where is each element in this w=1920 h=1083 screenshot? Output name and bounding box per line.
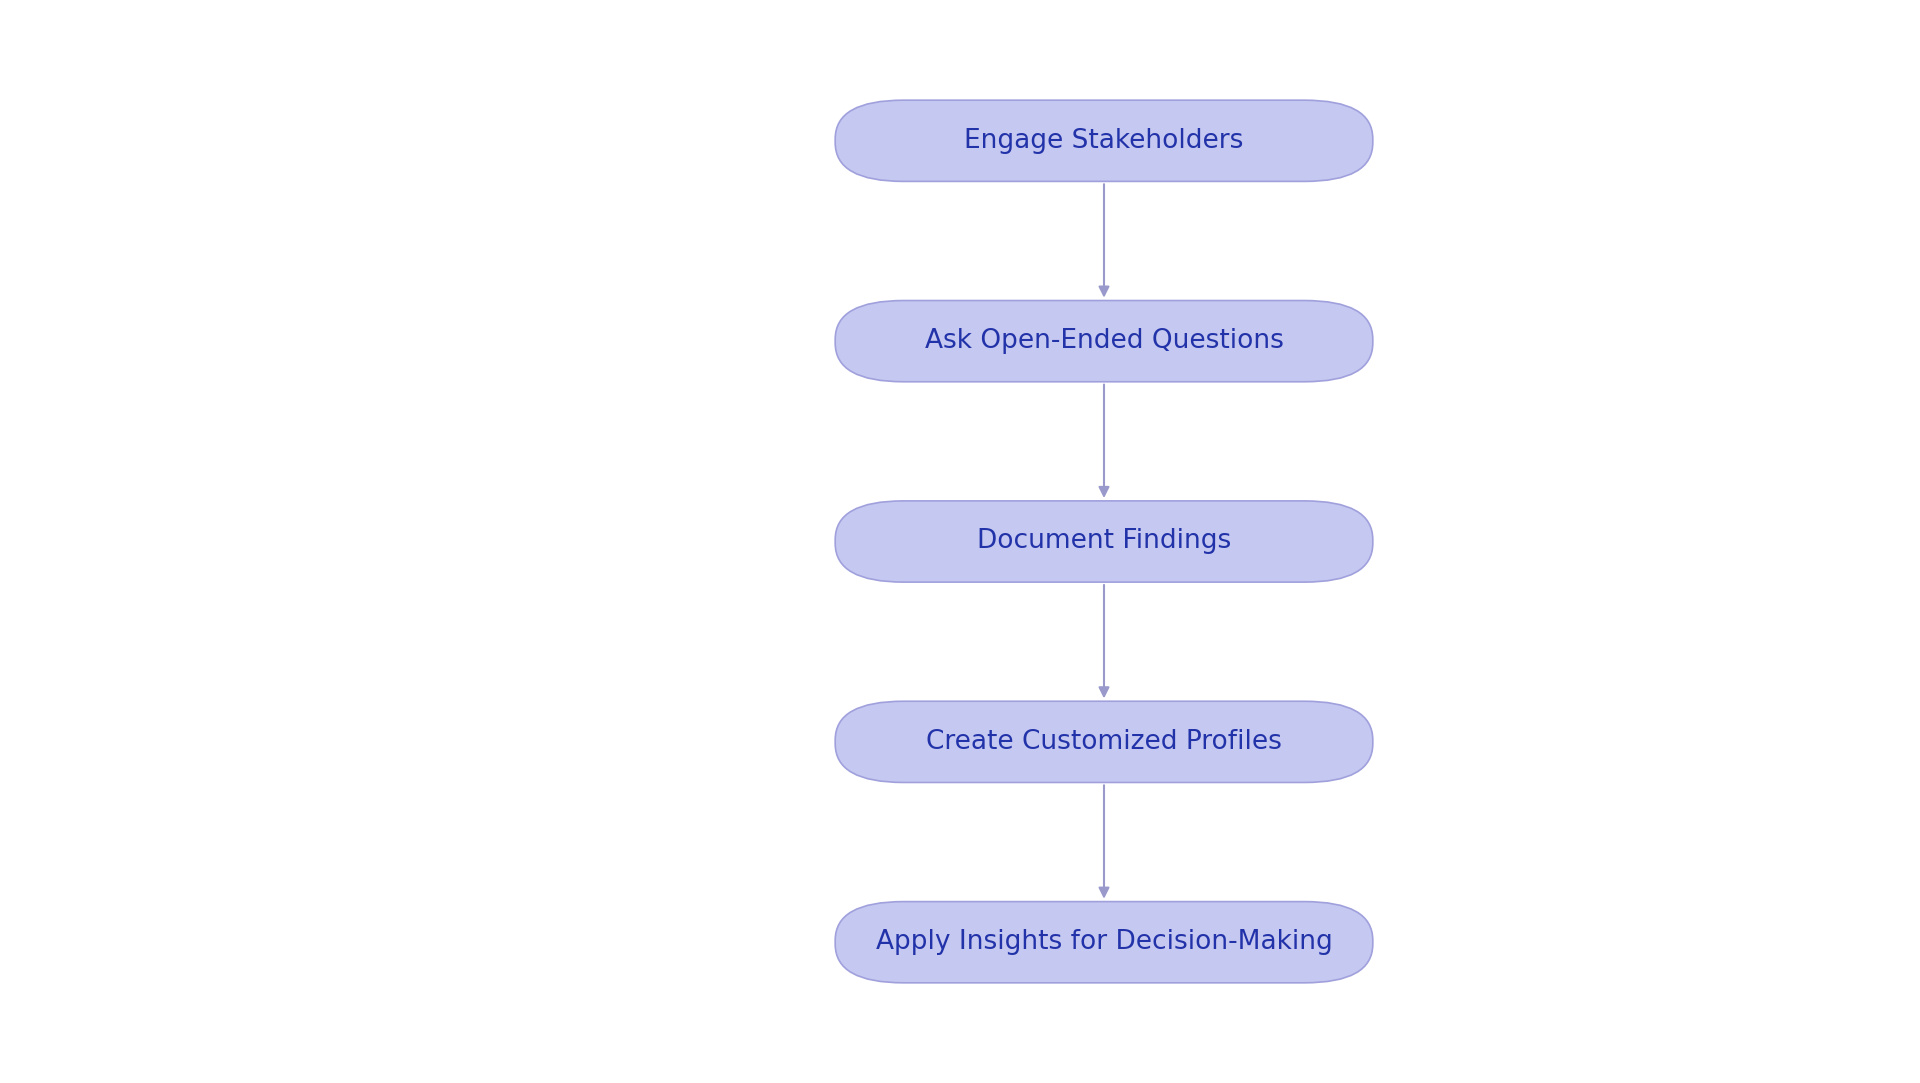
Text: Ask Open-Ended Questions: Ask Open-Ended Questions bbox=[925, 328, 1283, 354]
FancyBboxPatch shape bbox=[835, 901, 1373, 983]
FancyBboxPatch shape bbox=[835, 101, 1373, 182]
Text: Document Findings: Document Findings bbox=[977, 529, 1231, 554]
Text: Apply Insights for Decision-Making: Apply Insights for Decision-Making bbox=[876, 929, 1332, 955]
Text: Engage Stakeholders: Engage Stakeholders bbox=[964, 128, 1244, 154]
FancyBboxPatch shape bbox=[835, 300, 1373, 381]
FancyBboxPatch shape bbox=[835, 702, 1373, 782]
Text: Create Customized Profiles: Create Customized Profiles bbox=[925, 729, 1283, 755]
FancyBboxPatch shape bbox=[835, 500, 1373, 583]
